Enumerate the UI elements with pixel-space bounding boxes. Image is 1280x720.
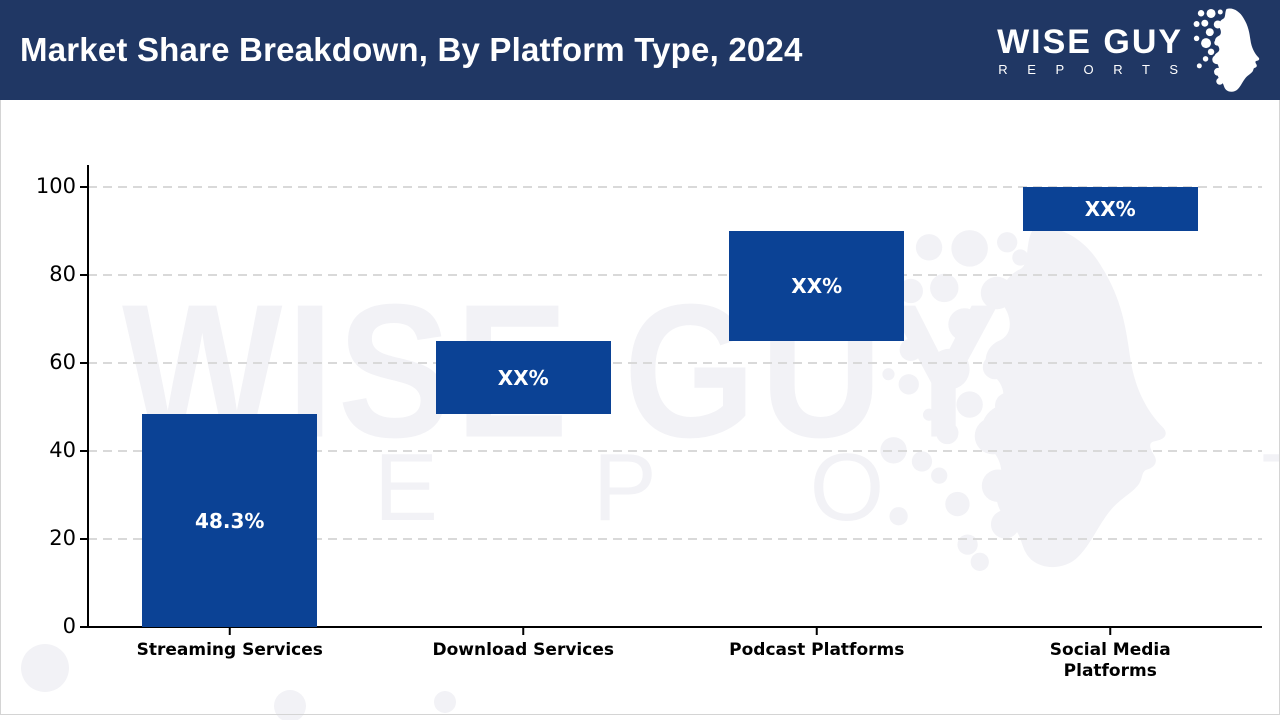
watermark-stray-dots <box>21 644 456 720</box>
bar-2: XX% <box>435 341 611 415</box>
bar-4: XX% <box>1022 187 1198 231</box>
bar-value-label: XX% <box>1084 197 1136 221</box>
y-tick-label: 20 <box>49 526 76 550</box>
x-category-label: Streaming Services <box>136 640 323 660</box>
x-category-label: Podcast Platforms <box>729 640 905 660</box>
wise-guy-reports-logo: WISE GUY R E P O R T S <box>994 6 1264 94</box>
logo-main-text: WISE GUY <box>997 22 1184 61</box>
bar-value-label: 48.3% <box>195 508 265 533</box>
header: Market Share Breakdown, By Platform Type… <box>0 0 1280 100</box>
logo-sub-text: R E P O R T S <box>998 61 1186 77</box>
bar-value-label: XX% <box>791 274 843 298</box>
y-tick-label: 0 <box>62 614 76 638</box>
x-category-label: Social Media Platforms <box>1049 640 1171 681</box>
bar-value-label: XX% <box>497 365 549 390</box>
y-tick-label: 100 <box>35 174 76 198</box>
logo-head-icon <box>1193 8 1260 92</box>
logo-text: WISE GUY R E P O R T S <box>994 24 1186 77</box>
bar-3: XX% <box>729 231 905 341</box>
y-tick-label: 80 <box>49 262 76 286</box>
y-tick-label: 60 <box>49 350 76 374</box>
x-category-label: Download Services <box>432 640 614 660</box>
y-tick-label: 40 <box>49 438 76 462</box>
bar-1: 48.3% <box>142 414 318 627</box>
page-title: Market Share Breakdown, By Platform Type… <box>20 31 803 68</box>
watermark-head-icon <box>880 228 1166 571</box>
